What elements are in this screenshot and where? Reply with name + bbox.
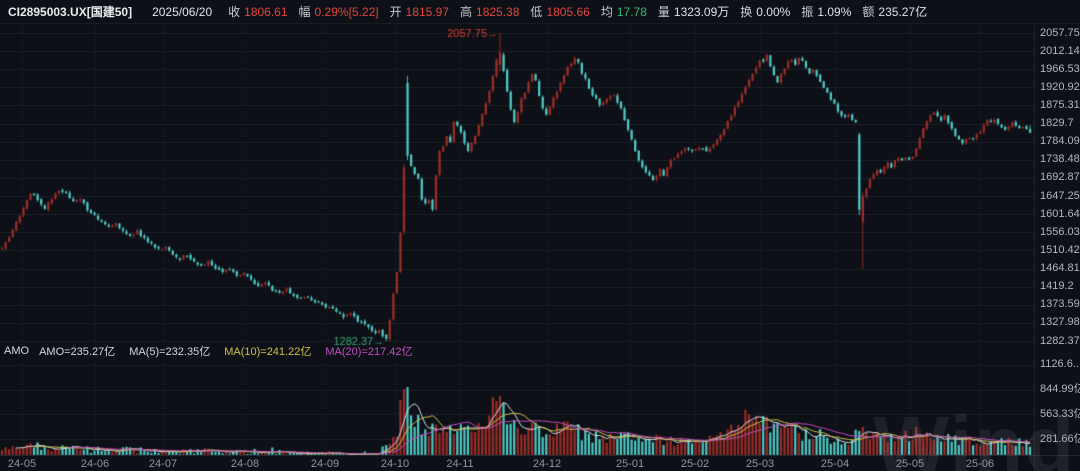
field-value: 1825.38 [476,4,520,19]
month-label: 24-12 [532,458,562,470]
field-label: 换 [740,5,753,19]
field-label: 均 [600,5,613,19]
price-tick-label: 1373.59 [1040,298,1080,311]
price-tick-label: 1556.03 [1040,225,1080,238]
price-tick-label: 1784.09 [1040,135,1080,148]
quote-field: 换 0.00% [740,3,790,20]
price-tick-label: 2012.14 [1040,44,1080,57]
field-label: 振 [801,5,814,19]
indicator-value: MA(10)=241.22亿 [224,346,312,358]
month-label: 24-10 [380,458,410,470]
field-value: 1323.09万 [673,5,730,19]
field-label: 开 [389,5,402,19]
field-value: 17.78 [616,4,647,19]
price-tick-label: 1282.37 [1040,334,1080,347]
amo-indicator-row: AMO AMO=235.27亿 MA(5)=232.35亿 MA(10)=241.2… [4,344,426,358]
month-label: 24-07 [148,458,178,470]
price-tick-label: 1510.42 [1040,243,1080,256]
field-label: 收 [228,5,241,19]
month-label: 25-05 [895,458,925,470]
quote-field: 额 235.27亿 [862,3,927,20]
field-label: 低 [530,5,543,19]
quote-field: 开 1815.97 [390,3,449,20]
month-label: 25-03 [745,458,775,470]
volume-tick-label: 281.66亿 [1040,432,1080,445]
price-tick-label: 1966.53 [1040,62,1080,75]
indicator-value: MA(5)=232.35亿 [129,346,211,358]
price-tick-label: 1327.98 [1040,316,1080,329]
field-value: 1805.66 [546,4,590,19]
field-value: 235.27亿 [878,5,928,19]
month-label: 25-01 [615,458,645,470]
field-value: 1806.61 [244,4,288,19]
quote-field: 高 1825.38 [460,3,519,20]
quote-field: 量 1323.09万 [658,3,729,20]
chart-area: AMO AMO=235.27亿 MA(5)=232.35亿 MA(10)=241.2… [0,24,1080,471]
month-label: 25-02 [680,458,710,470]
quote-date: 2025/06/20 [152,4,213,19]
price-tick-label: 2057.75 [1040,26,1080,39]
month-label: 24-08 [230,458,260,470]
quote-header: CI2895003.UX[国建50] 2025/06/20 收 1806.61 幅 0… [0,0,1080,24]
month-label: 25-06 [965,458,995,470]
indicator-name: AMO [4,345,30,357]
field-label: 高 [460,5,473,19]
kline-chart-canvas[interactable] [0,24,1034,471]
indicator-value: MA(20)=217.42亿 [325,346,413,358]
price-tick-label: 1647.25 [1040,189,1080,202]
quote-field: 低 1805.66 [530,3,589,20]
quote-field: 收 1806.61 [228,3,287,20]
month-label: 24-11 [446,458,474,470]
time-axis[interactable]: 24-05 24-06 24-07 24-08 24-09 24-10 24-11 24-12… [0,455,1080,471]
quote-fields: 收 1806.61 幅 0.29%[5.22] 开 1815.97 高 1825.38 低 180… [228,3,938,20]
month-label: 24-06 [80,458,110,470]
volume-tick-label: 1126.6... [1040,358,1080,371]
field-value: 1.09% [817,4,852,19]
quote-field: 幅 0.29%[5.22] [299,3,379,20]
field-value: 1815.97 [405,4,450,19]
volume-tick-label: 844.99亿 [1040,383,1080,396]
month-label: 24-05 [7,458,37,470]
indicator-value: AMO=235.27亿 [39,346,116,358]
price-tick-label: 1920.92 [1040,80,1080,93]
indicator-values: AMO=235.27亿 MA(5)=232.35亿 MA(10)=241.22亿 MA… [39,343,426,359]
month-label: 24-09 [310,458,340,470]
instrument-symbol: CI2895003.UX[国建50] [8,5,133,19]
price-tick-label: 1464.81 [1040,262,1080,275]
field-value: 0.29%[5.22] [314,4,379,19]
price-tick-label: 1692.87 [1040,171,1080,184]
price-tick-label: 1829.7 [1040,117,1074,130]
quote-field: 均 17.78 [601,3,647,20]
price-axis[interactable]: 2057.75 2012.14 1966.53 1920.92 1875.31 1829.… [1034,24,1080,471]
month-label: 25-04 [820,458,850,470]
price-tick-label: 1601.64 [1040,207,1080,220]
quote-field: 振 1.09% [801,3,851,20]
field-label: 额 [862,5,875,19]
volume-tick-label: 563.33亿 [1040,407,1080,420]
price-tick-label: 1738.48 [1040,153,1080,166]
field-value: 0.00% [756,4,791,19]
price-tick-label: 1419.2 [1040,280,1074,293]
field-label: 量 [657,5,670,19]
price-tick-label: 1875.31 [1040,98,1080,111]
field-label: 幅 [298,5,311,19]
